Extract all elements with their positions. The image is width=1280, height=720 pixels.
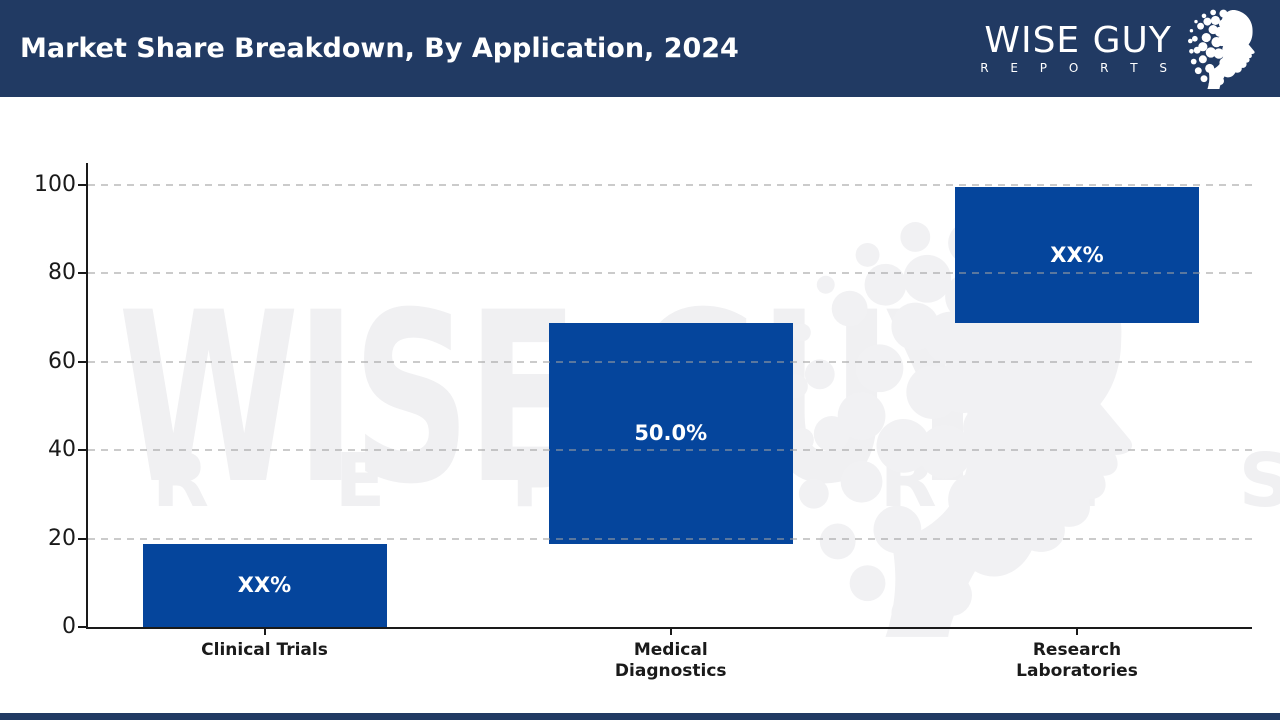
logo-wordmark: WISE GUY bbox=[984, 20, 1172, 62]
wiseguy-logo: WISE GUY R E P O R T S bbox=[980, 9, 1266, 89]
page-title: Market Share Breakdown, By Application, … bbox=[20, 33, 739, 64]
bar-value-label: 50.0% bbox=[634, 421, 708, 446]
logo-subtext: R E P O R T S bbox=[980, 60, 1176, 75]
gridline bbox=[88, 449, 1252, 452]
bar bbox=[548, 322, 793, 544]
logo-text: WISE GUY R E P O R T S bbox=[980, 22, 1176, 75]
y-tick-label: 20 bbox=[48, 525, 76, 551]
y-tick-mark bbox=[78, 272, 88, 275]
wiseguy-face-icon bbox=[1188, 9, 1255, 89]
y-tick-label: 40 bbox=[48, 437, 76, 463]
category-label: Clinical Trials bbox=[201, 640, 328, 660]
y-axis-line bbox=[86, 163, 88, 629]
footer-bar bbox=[0, 713, 1280, 720]
y-tick-label: 0 bbox=[62, 614, 76, 639]
bar-value-label: XX% bbox=[237, 573, 292, 598]
gridline bbox=[88, 360, 1252, 363]
x-axis-line bbox=[86, 627, 1252, 629]
gridline bbox=[88, 184, 1252, 186]
y-tick-label: 100 bbox=[34, 172, 76, 197]
gridline bbox=[88, 537, 1252, 540]
bar bbox=[142, 543, 387, 627]
bar-value-label: XX% bbox=[1050, 243, 1104, 268]
y-tick-label: 60 bbox=[48, 348, 76, 374]
y-tick-mark bbox=[78, 537, 88, 540]
gridline bbox=[88, 272, 1252, 275]
category-label: Medical Diagnostics bbox=[614, 640, 727, 681]
y-tick-mark bbox=[78, 360, 88, 363]
y-tick-mark bbox=[78, 626, 88, 628]
y-tick-label: 80 bbox=[48, 260, 76, 286]
category-label: Research Laboratories bbox=[1016, 640, 1138, 681]
y-tick-mark bbox=[78, 184, 88, 186]
x-tick-mark bbox=[669, 629, 672, 635]
y-tick-mark bbox=[78, 449, 88, 452]
header: Market Share Breakdown, By Application, … bbox=[0, 0, 1280, 97]
x-tick-mark bbox=[1076, 629, 1078, 635]
x-tick-mark bbox=[263, 629, 266, 635]
